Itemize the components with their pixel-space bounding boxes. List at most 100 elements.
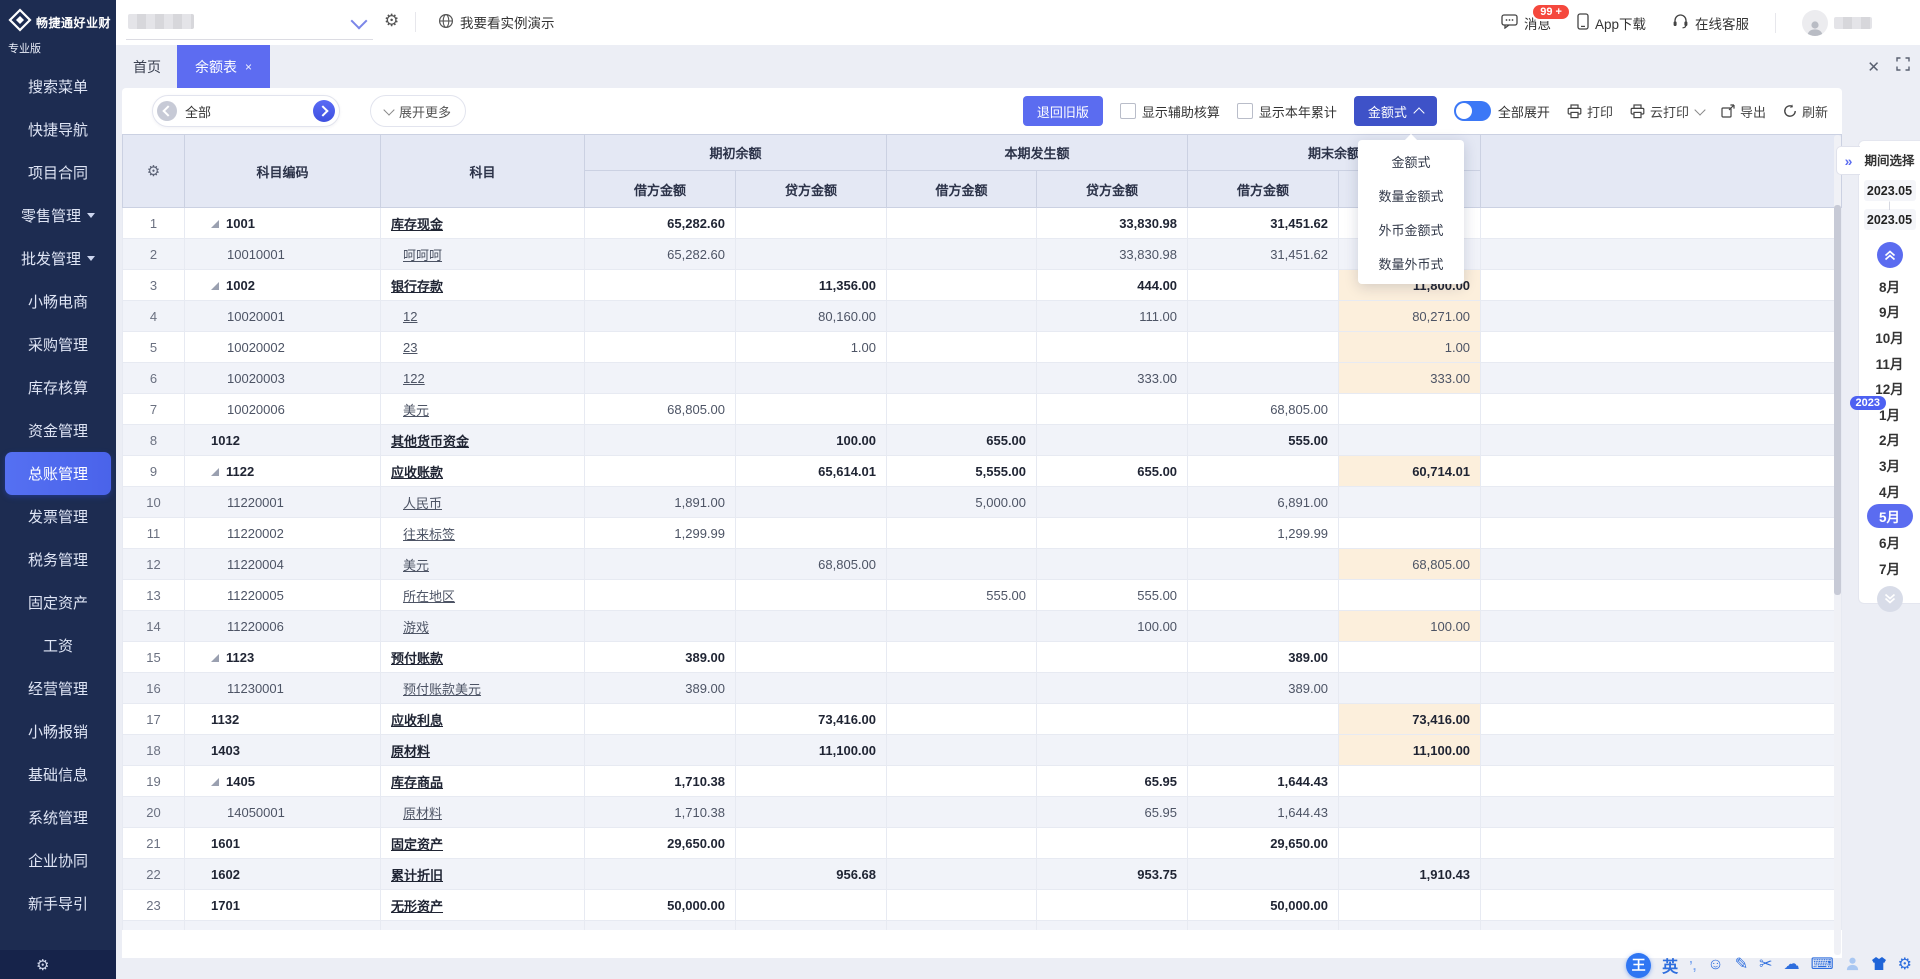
- subject-link[interactable]: 23: [403, 339, 418, 355]
- keyboard-icon[interactable]: ⌨: [1810, 956, 1834, 973]
- subject-link[interactable]: 库存现金: [391, 216, 444, 232]
- months-scroll-up-icon[interactable]: [1876, 242, 1903, 268]
- sidebar-item-小畅电商[interactable]: 小畅电商: [27, 294, 88, 311]
- sidebar-item-企业协同[interactable]: 企业协同: [27, 853, 88, 870]
- back-to-old-version-button[interactable]: 退回旧版: [1022, 96, 1103, 126]
- format-option-金额式[interactable]: 金额式: [1391, 154, 1431, 170]
- month-2月[interactable]: 2月: [1878, 433, 1900, 449]
- subject-link[interactable]: 原材料: [391, 743, 431, 759]
- collapse-triangle-icon[interactable]: [211, 653, 219, 662]
- subject-link[interactable]: 美元: [403, 402, 430, 418]
- format-dropdown-button[interactable]: 金额式: [1353, 96, 1437, 126]
- sidebar-item-项目合同[interactable]: 项目合同: [27, 165, 88, 182]
- sidebar-item-新手导引[interactable]: 新手导引: [27, 896, 88, 913]
- sidebar-item-税务管理[interactable]: 税务管理: [27, 552, 88, 569]
- checkbox-icon[interactable]: [1119, 103, 1136, 119]
- subject-link[interactable]: 应收利息: [391, 712, 444, 728]
- sidebar-item-搜索菜单[interactable]: 搜索菜单: [27, 79, 88, 96]
- messages-button[interactable]: 消息 99 +: [1501, 2, 1571, 33]
- subject-link[interactable]: 固定资产: [391, 836, 444, 852]
- subject-link[interactable]: 游戏: [403, 619, 430, 635]
- subject-scope-selector[interactable]: 全部: [152, 95, 340, 127]
- demo-link[interactable]: 我要看实例演示: [438, 12, 555, 32]
- collapse-triangle-icon[interactable]: [211, 777, 219, 786]
- scope-prev-icon[interactable]: [157, 101, 177, 121]
- screenshot-icon[interactable]: ✂: [1759, 956, 1773, 973]
- month-10月[interactable]: 10月: [1875, 330, 1904, 346]
- show-aux-checkbox[interactable]: 显示辅助核算: [1119, 102, 1220, 121]
- period-to[interactable]: 2023.05: [1863, 209, 1916, 230]
- collapse-triangle-icon[interactable]: [211, 219, 219, 228]
- expand-more-button[interactable]: 展开更多: [370, 95, 467, 127]
- month-11月[interactable]: 11月: [1875, 356, 1904, 372]
- tab-close-icon[interactable]: ×: [244, 59, 252, 74]
- ime-logo-wang[interactable]: 王: [1626, 952, 1652, 978]
- month-7月[interactable]: 7月: [1878, 561, 1900, 577]
- cloud-print-button[interactable]: 云打印: [1630, 102, 1706, 121]
- subject-link[interactable]: 无形资产: [391, 898, 444, 914]
- sidebar-item-快捷导航[interactable]: 快捷导航: [27, 122, 88, 139]
- period-from[interactable]: 2023.05: [1863, 180, 1916, 201]
- collapse-triangle-icon[interactable]: [211, 467, 219, 476]
- export-button[interactable]: 导出: [1721, 102, 1766, 121]
- online-support-button[interactable]: 在线客服: [1672, 13, 1749, 33]
- subject-link[interactable]: 累计折旧: [391, 867, 444, 883]
- format-option-数量金额式[interactable]: 数量金额式: [1378, 188, 1444, 204]
- account-icon[interactable]: [1845, 956, 1860, 975]
- expand-all-toggle[interactable]: [1453, 101, 1491, 121]
- sidebar-item-采购管理[interactable]: 采购管理: [27, 337, 88, 354]
- sidebar-item-小畅报销[interactable]: 小畅报销: [27, 724, 88, 741]
- sidebar-item-总账管理[interactable]: 总账管理: [5, 452, 111, 495]
- subject-link[interactable]: 应收账款: [391, 464, 444, 480]
- subject-link[interactable]: 库存商品: [391, 774, 444, 790]
- sidebar-settings-gear-icon[interactable]: ⚙: [36, 956, 50, 974]
- subject-link[interactable]: 所在地区: [403, 588, 456, 604]
- cloud-input-icon[interactable]: ☁: [1783, 956, 1800, 973]
- scrollbar-thumb[interactable]: [1834, 205, 1841, 595]
- topbar-gear-icon[interactable]: ⚙: [384, 11, 400, 30]
- month-8月[interactable]: 8月: [1878, 279, 1900, 295]
- user-menu[interactable]: [1802, 9, 1872, 36]
- emoji-icon[interactable]: ☺: [1707, 956, 1724, 973]
- subject-link[interactable]: 12: [403, 308, 418, 324]
- subject-link[interactable]: 预付账款: [391, 650, 444, 666]
- handwriting-icon[interactable]: ✎: [1734, 956, 1749, 973]
- sidebar-item-系统管理[interactable]: 系统管理: [27, 810, 88, 827]
- sidebar-item-基础信息[interactable]: 基础信息: [27, 767, 88, 784]
- sidebar-item-资金管理[interactable]: 资金管理: [27, 423, 88, 440]
- month-5月[interactable]: 5月: [1866, 504, 1913, 529]
- period-panel-collapse-button[interactable]: »: [1836, 146, 1860, 175]
- fullscreen-icon[interactable]: [1896, 57, 1910, 76]
- month-6月[interactable]: 6月: [1878, 536, 1900, 552]
- month-4月[interactable]: 4月: [1878, 484, 1900, 500]
- app-download-button[interactable]: App下载: [1577, 12, 1646, 33]
- show-ytd-checkbox[interactable]: 显示本年累计: [1236, 102, 1337, 121]
- month-3月[interactable]: 3月: [1878, 458, 1900, 474]
- month-12月[interactable]: 12月: [1875, 382, 1904, 398]
- refresh-button[interactable]: 刷新: [1783, 102, 1828, 121]
- print-button[interactable]: 打印: [1567, 102, 1613, 121]
- subject-link[interactable]: 美元: [403, 557, 430, 573]
- scope-next-icon[interactable]: [313, 100, 335, 122]
- skin-icon[interactable]: [1871, 956, 1887, 975]
- subject-link[interactable]: 呵呵呵: [403, 247, 443, 263]
- month-1月[interactable]: 2023 1月: [1849, 395, 1913, 427]
- sidebar-item-库存核算[interactable]: 库存核算: [27, 380, 88, 397]
- subject-link[interactable]: 往来标签: [403, 526, 456, 542]
- settings-icon[interactable]: ⚙: [1897, 956, 1912, 973]
- sidebar-item-零售管理[interactable]: 零售管理: [0, 194, 116, 237]
- subject-link[interactable]: 原材料: [403, 805, 443, 821]
- format-option-数量外币式[interactable]: 数量外币式: [1378, 256, 1444, 272]
- english-mode[interactable]: 英: [1662, 959, 1679, 976]
- company-chevron-down-icon[interactable]: [350, 12, 368, 30]
- subject-link[interactable]: 其他货币资金: [391, 433, 470, 449]
- month-9月[interactable]: 9月: [1878, 305, 1900, 321]
- tab-balance-sheet[interactable]: 余额表 ×: [177, 45, 270, 88]
- format-option-外币金额式[interactable]: 外币金额式: [1378, 222, 1444, 238]
- subject-link[interactable]: 人民币: [403, 495, 443, 511]
- subject-link[interactable]: 预付账款美元: [403, 681, 482, 697]
- subject-link[interactable]: 122: [403, 370, 425, 386]
- column-settings-gear-icon[interactable]: ⚙: [146, 163, 161, 180]
- table-vertical-scrollbar[interactable]: [1834, 135, 1841, 955]
- close-all-tabs-icon[interactable]: ✕: [1867, 58, 1880, 76]
